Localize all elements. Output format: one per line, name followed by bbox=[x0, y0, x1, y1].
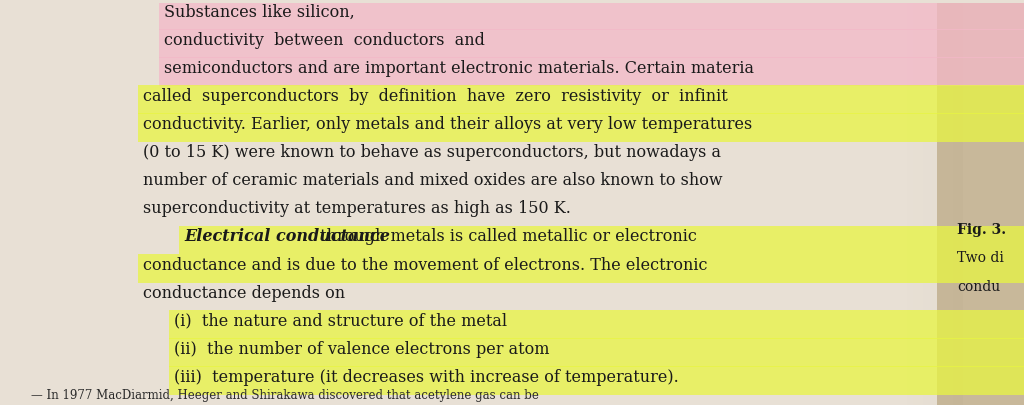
Text: superconductivity at temperatures as high as 150 K.: superconductivity at temperatures as hig… bbox=[143, 200, 571, 217]
Text: Two di: Two di bbox=[957, 251, 1005, 265]
Bar bbox=[944, 4, 947, 405]
FancyBboxPatch shape bbox=[138, 114, 1024, 143]
Bar bbox=[916, 4, 920, 405]
Bar bbox=[941, 4, 944, 405]
Bar bbox=[938, 4, 941, 405]
Bar bbox=[913, 4, 916, 405]
FancyBboxPatch shape bbox=[169, 366, 1024, 395]
Bar bbox=[959, 4, 963, 405]
FancyBboxPatch shape bbox=[159, 2, 1024, 30]
Bar bbox=[907, 4, 910, 405]
Text: Electrical conductance: Electrical conductance bbox=[184, 228, 390, 245]
Text: (ii)  the number of valence electrons per atom: (ii) the number of valence electrons per… bbox=[174, 340, 550, 357]
Bar bbox=[920, 4, 923, 405]
Bar bbox=[901, 4, 904, 405]
Bar bbox=[904, 4, 907, 405]
Text: conductance depends on: conductance depends on bbox=[143, 284, 345, 301]
Bar bbox=[923, 4, 926, 405]
Bar bbox=[929, 4, 932, 405]
Bar bbox=[926, 4, 929, 405]
Text: semiconductors and are important electronic materials. Certain materia: semiconductors and are important electro… bbox=[164, 60, 754, 77]
Text: called  superconductors  by  definition  have  zero  resistivity  or  infinit: called superconductors by definition hav… bbox=[143, 87, 728, 104]
FancyBboxPatch shape bbox=[159, 30, 1024, 59]
Text: through metals is called metallic or electronic: through metals is called metallic or ele… bbox=[315, 228, 697, 245]
Bar bbox=[937, 4, 1024, 405]
Text: (iii)  temperature (it decreases with increase of temperature).: (iii) temperature (it decreases with inc… bbox=[174, 368, 679, 385]
Bar bbox=[910, 4, 913, 405]
FancyBboxPatch shape bbox=[138, 254, 1024, 283]
Text: conductance and is due to the movement of electrons. The electronic: conductance and is due to the movement o… bbox=[143, 256, 708, 273]
Text: conductivity. Earlier, only metals and their alloys at very low temperatures: conductivity. Earlier, only metals and t… bbox=[143, 116, 753, 133]
FancyBboxPatch shape bbox=[138, 86, 1024, 115]
FancyBboxPatch shape bbox=[179, 226, 1024, 255]
Text: (0 to 15 K) were known to behave as superconductors, but nowadays a: (0 to 15 K) were known to behave as supe… bbox=[143, 144, 721, 161]
Bar bbox=[956, 4, 959, 405]
Bar bbox=[935, 4, 938, 405]
Bar bbox=[932, 4, 935, 405]
Text: condu: condu bbox=[957, 279, 1000, 293]
Text: Substances like silicon,: Substances like silicon, bbox=[164, 4, 354, 21]
Bar bbox=[947, 4, 950, 405]
Text: conductivity  between  conductors  and: conductivity between conductors and bbox=[164, 32, 484, 49]
FancyBboxPatch shape bbox=[159, 58, 1024, 87]
FancyBboxPatch shape bbox=[169, 338, 1024, 367]
Text: Fig. 3.: Fig. 3. bbox=[957, 223, 1007, 237]
Text: — In 1977 MacDiarmid, Heeger and Shirakawa discovered that acetylene gas can be: — In 1977 MacDiarmid, Heeger and Shiraka… bbox=[31, 388, 539, 401]
Text: number of ceramic materials and mixed oxides are also known to show: number of ceramic materials and mixed ox… bbox=[143, 172, 723, 189]
FancyBboxPatch shape bbox=[169, 310, 1024, 339]
Bar bbox=[950, 4, 953, 405]
Bar bbox=[953, 4, 956, 405]
Text: (i)  the nature and structure of the metal: (i) the nature and structure of the meta… bbox=[174, 312, 507, 329]
